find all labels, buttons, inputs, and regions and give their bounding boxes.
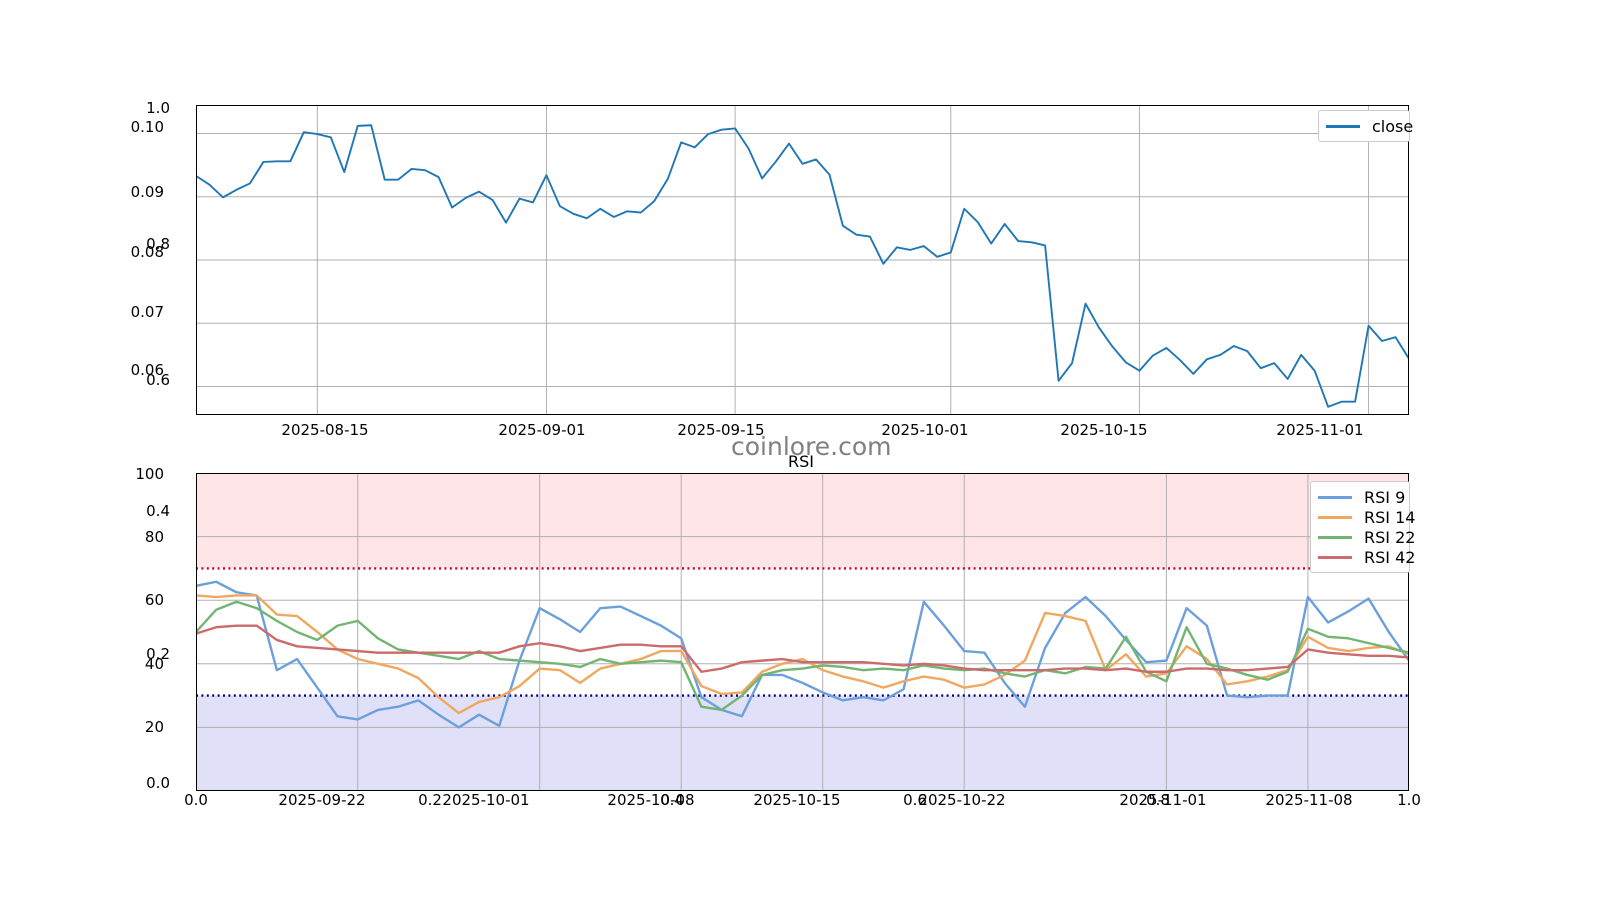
legend-label-rsi-9: RSI 9 (1364, 487, 1406, 507)
price-chart-legend: close (1318, 110, 1413, 142)
rsi-xtick-norm-5: 1.0 (1397, 791, 1421, 809)
rsi-ytick-3: 40 (144, 655, 164, 673)
price-ytick-0: 0.10 (130, 118, 164, 136)
rsi-xtick-norm-2: 0.4 (660, 791, 684, 809)
rsi9-line-swatch (1318, 495, 1352, 499)
legend-label-rsi-42: RSI 42 (1364, 547, 1416, 567)
rsi14-line-swatch (1318, 515, 1352, 519)
rsi-ytick-1: 80 (144, 528, 164, 546)
rsi-xtick-date-4: 2025-10-22 (918, 791, 1006, 809)
rsi-9-line (196, 580, 1409, 729)
rsi-ytick-4: 20 (144, 718, 164, 736)
rsi-xtick-norm-0: 0.0 (184, 791, 208, 809)
price-norm-ytick-2: 0.6 (146, 371, 170, 389)
rsi-norm-ytick-2: 0.0 (146, 774, 170, 792)
rsi-chart-panel (196, 473, 1409, 791)
rsi-xtick-date-6: 2025-11-08 (1265, 791, 1353, 809)
watermark-coinlore: coinlore.com (731, 432, 892, 461)
rsi-xtick-date-3: 2025-10-15 (753, 791, 841, 809)
price-chart-panel (196, 105, 1409, 415)
price-xtick-3: 2025-10-01 (881, 421, 969, 439)
legend-label-close: close (1372, 116, 1414, 136)
price-plot-area (196, 105, 1409, 415)
close-price-line (196, 124, 1409, 408)
rsi-14-line (196, 594, 1409, 715)
rsi-xtick-norm-1: 0.2 (418, 791, 442, 809)
rsi-42-line (196, 624, 1409, 673)
price-ytick-4: 0.06 (130, 361, 164, 379)
legend-item-rsi-14[interactable]: RSI 14 (1318, 507, 1415, 527)
rsi-xtick-date-2: 2025-10-08 (607, 791, 695, 809)
price-norm-ytick-1: 0.8 (146, 235, 170, 253)
rsi22-line-swatch (1318, 535, 1352, 539)
rsi-chart-legend: RSI 9 RSI 14 RSI 22 RSI 42 (1310, 481, 1415, 573)
legend-item-rsi-42[interactable]: RSI 42 (1318, 547, 1415, 567)
rsi-ytick-0: 100 (135, 465, 164, 483)
price-xtick-4: 2025-10-15 (1060, 421, 1148, 439)
rsi-chart-title: RSI (788, 452, 814, 471)
price-xtick-5: 2025-11-01 (1276, 421, 1364, 439)
rsi-xtick-date-5: 2025-11-01 (1119, 791, 1207, 809)
rsi-xtick-norm-4: 0.8 (1146, 791, 1170, 809)
legend-item-close[interactable]: close (1326, 116, 1413, 136)
rsi-xtick-date-1: 2025-10-01 (442, 791, 530, 809)
rsi-band-1 (196, 695, 1409, 791)
legend-label-rsi-22: RSI 22 (1364, 527, 1416, 547)
legend-item-rsi-22[interactable]: RSI 22 (1318, 527, 1415, 547)
price-xtick-1: 2025-09-01 (498, 421, 586, 439)
price-ytick-3: 0.07 (130, 303, 164, 321)
rsi-xtick-date-0: 2025-09-22 (278, 791, 366, 809)
price-ytick-1: 0.09 (130, 183, 164, 201)
legend-label-rsi-14: RSI 14 (1364, 507, 1416, 527)
close-line-swatch (1326, 124, 1360, 128)
rsi-plot-area (196, 473, 1409, 791)
price-norm-ytick-0: 1.0 (146, 99, 170, 117)
price-xtick-0: 2025-08-15 (281, 421, 369, 439)
price-xtick-2: 2025-09-15 (677, 421, 765, 439)
rsi-ytick-2: 60 (144, 591, 164, 609)
rsi-22-line (196, 600, 1409, 712)
rsi-xtick-norm-3: 0.6 (903, 791, 927, 809)
legend-item-rsi-9[interactable]: RSI 9 (1318, 487, 1405, 507)
rsi-norm-ytick-1: 0.2 (146, 645, 170, 663)
rsi42-line-swatch (1318, 555, 1352, 559)
price-ytick-2: 0.08 (130, 243, 164, 261)
rsi-band-0 (196, 473, 1409, 569)
rsi-norm-ytick-0: 0.4 (146, 502, 170, 520)
